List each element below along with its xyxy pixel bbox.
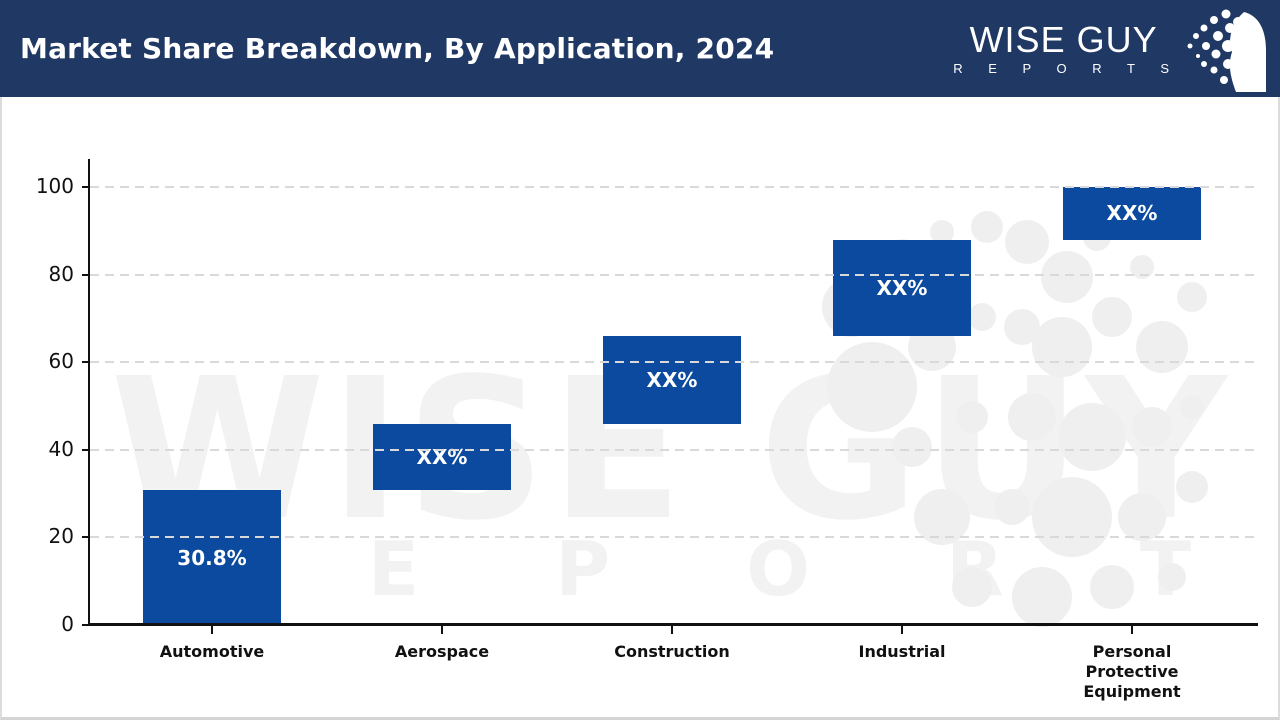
y-axis-spine (88, 159, 90, 625)
bar: XX% (373, 423, 511, 491)
gridline (90, 361, 1257, 364)
x-tick (441, 626, 443, 634)
y-tick-label: 60 (48, 349, 74, 374)
y-tick (82, 273, 90, 276)
logo-subtext: R E P O R T S (953, 61, 1180, 76)
bar-value-label: XX% (876, 275, 928, 300)
y-tick (82, 536, 90, 539)
x-tick (901, 626, 903, 634)
x-axis-spine (88, 623, 1258, 626)
chart-canvas: WISE GUY R E P O R T S 02040608010030.8%… (0, 97, 1280, 720)
y-tick-label: 20 (48, 524, 74, 549)
gridline (90, 448, 1257, 451)
plot-area: 0 20 40 60 80 100 30.8% Automotive XX% Aerospace X… (2, 97, 1278, 717)
x-tick (211, 626, 213, 634)
category-label: Automotive (159, 642, 265, 661)
category-label: Construction (614, 642, 730, 661)
y-tick-label: 0 (61, 612, 74, 636)
y-tick (82, 448, 90, 451)
y-tick (82, 186, 90, 188)
bar: 30.8% (143, 490, 281, 625)
category-label: Personal Protective Equipment (1083, 642, 1181, 701)
y-tick (82, 624, 90, 626)
y-tick (82, 361, 90, 364)
x-tick (671, 626, 673, 634)
watermark-face-dots (822, 211, 1208, 627)
gridline (90, 273, 1257, 276)
logo-wordmark: WISE GUY (969, 19, 1158, 60)
chart-title: Market Share Breakdown, By Application, … (20, 32, 775, 65)
bar-value-label: XX% (646, 367, 698, 392)
gridline (90, 186, 1257, 188)
y-tick-label: 40 (48, 436, 74, 461)
bar-value-label: 30.8% (177, 545, 247, 570)
category-label: Aerospace (394, 642, 490, 661)
wiseguy-logo: WISE GUY R E P O R T S (947, 6, 1266, 92)
bar: XX% (833, 239, 971, 336)
y-tick-label: 100 (35, 174, 74, 198)
gridline (90, 536, 1257, 539)
x-tick (1131, 626, 1133, 634)
bar: XX% (603, 335, 741, 424)
bar: XX% (1063, 187, 1201, 240)
header-bar: Market Share Breakdown, By Application, … (0, 0, 1280, 97)
logo-face-icon (1187, 9, 1266, 92)
category-label: Industrial (858, 642, 946, 661)
y-tick-label: 80 (48, 261, 74, 286)
bar-value-label: XX% (1106, 201, 1158, 226)
